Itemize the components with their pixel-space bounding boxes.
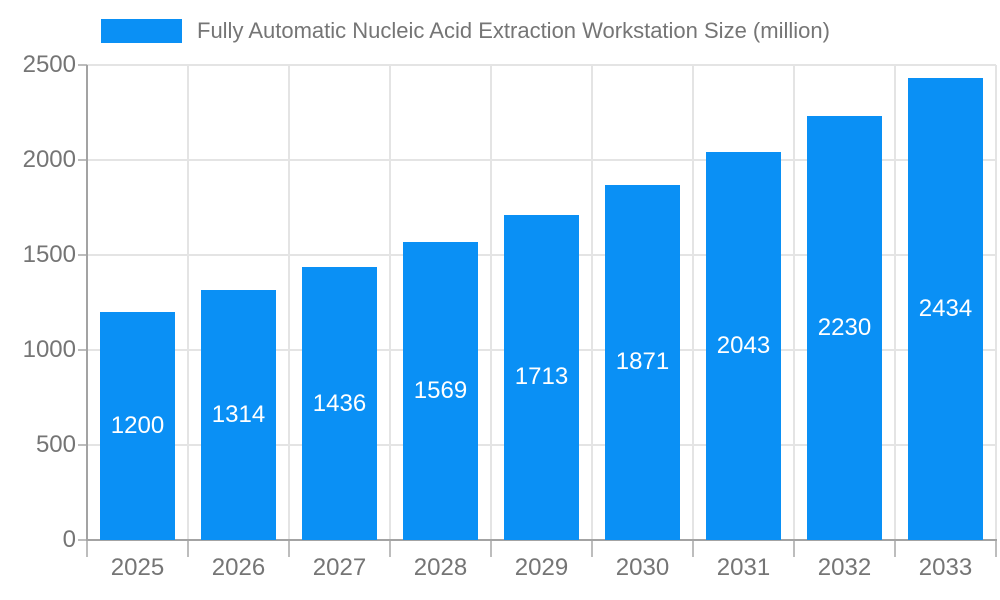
y-axis-tick (78, 539, 87, 541)
bar-2025[interactable] (100, 312, 175, 540)
y-tick-label: 0 (62, 526, 76, 553)
x-tick-label: 2028 (413, 554, 468, 581)
x-axis-tick (490, 540, 492, 557)
bar-value-label: 2230 (817, 314, 872, 342)
y-tick-label: 1000 (22, 336, 76, 363)
bar-2032[interactable] (807, 116, 882, 540)
gridline-vertical (187, 65, 189, 540)
x-tick-label: 2026 (211, 554, 266, 581)
x-axis-line (86, 539, 997, 541)
bar-value-label: 1314 (211, 401, 266, 429)
bar-value-label: 1436 (312, 389, 367, 417)
legend-item[interactable]: Fully Automatic Nucleic Acid Extraction … (101, 18, 830, 44)
bar-value-label: 2434 (918, 294, 973, 322)
x-axis-tick (389, 540, 391, 557)
bar-2029[interactable] (504, 214, 579, 540)
bar-2033[interactable] (908, 77, 983, 540)
gridline-vertical (591, 65, 593, 540)
x-axis-tick (591, 540, 593, 557)
x-axis-tick (187, 540, 189, 557)
legend-label: Fully Automatic Nucleic Acid Extraction … (197, 18, 830, 43)
bar-2027[interactable] (302, 267, 377, 540)
x-axis-tick (793, 540, 795, 557)
x-axis-tick (894, 540, 896, 557)
y-tick-label: 1500 (22, 241, 76, 268)
bar-value-label: 1569 (413, 376, 468, 404)
gridline-vertical (793, 65, 795, 540)
bar-value-label: 1871 (615, 348, 670, 376)
gridline-horizontal (87, 64, 996, 66)
x-tick-label: 2030 (615, 554, 670, 581)
y-tick-label: 500 (35, 431, 76, 458)
x-axis-tick (995, 540, 997, 557)
bar-2026[interactable] (201, 290, 276, 540)
y-axis-tick (78, 159, 87, 161)
x-axis-tick (288, 540, 290, 557)
bar-2031[interactable] (706, 151, 781, 540)
y-axis-tick (78, 444, 87, 446)
bar-value-label: 1713 (514, 363, 569, 391)
x-tick-label: 2029 (514, 554, 569, 581)
y-tick-label: 2000 (22, 146, 76, 173)
x-axis-tick (86, 540, 88, 557)
y-axis-line (86, 65, 88, 540)
legend-swatch-icon (101, 19, 182, 43)
x-tick-label: 2031 (716, 554, 771, 581)
y-tick-label: 2500 (22, 51, 76, 78)
bar-value-label: 1200 (110, 412, 165, 439)
y-axis-tick (78, 349, 87, 351)
gridline-vertical (288, 65, 290, 540)
gridline-vertical (389, 65, 391, 540)
gridline-horizontal (87, 159, 996, 161)
x-tick-label: 2032 (817, 554, 872, 581)
bar-2030[interactable] (605, 184, 680, 540)
y-axis-tick (78, 254, 87, 256)
x-tick-label: 2025 (110, 554, 165, 581)
y-axis-tick (78, 64, 87, 66)
x-axis-tick (692, 540, 694, 557)
gridline-vertical (894, 65, 896, 540)
gridline-vertical (692, 65, 694, 540)
bar-2028[interactable] (403, 241, 478, 540)
bar-value-label: 2043 (716, 331, 771, 359)
x-tick-label: 2033 (918, 554, 973, 581)
x-tick-label: 2027 (312, 554, 367, 581)
gridline-vertical (490, 65, 492, 540)
gridline-vertical (995, 65, 997, 540)
